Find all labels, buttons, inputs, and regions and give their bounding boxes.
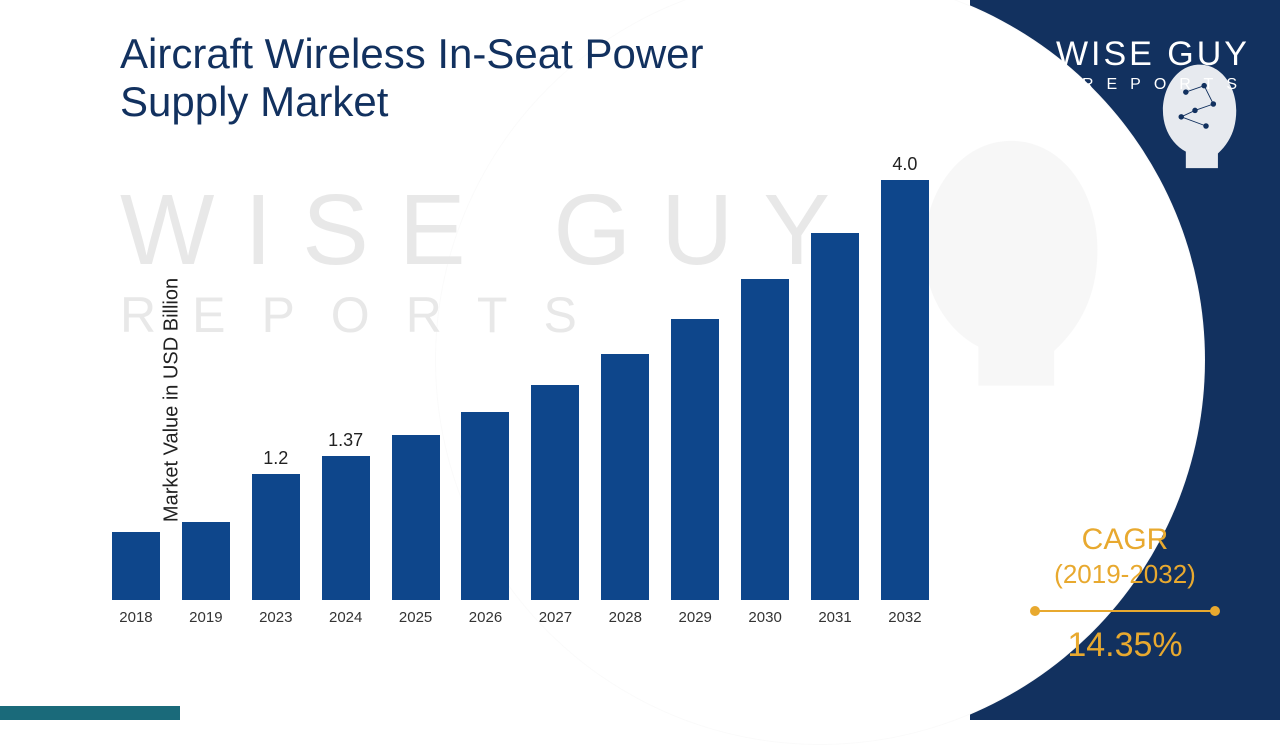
bar-category-label: 2018 [119,609,152,626]
bar-category-label: 2031 [818,609,851,626]
bar-group: 2031 [804,207,866,601]
bar [601,354,649,600]
bar-category-label: 2032 [888,609,921,626]
bar-value-label: 1.2 [263,448,288,470]
bar-category-label: 2030 [748,609,781,626]
bar-category-label: 2019 [189,609,222,626]
bar-category-label: 2024 [329,609,362,626]
bar-group: 2030 [734,253,796,600]
bar [392,435,440,600]
brand-logo: WISE GUY REPORTS [1056,35,1250,94]
bar-category-label: 2029 [679,609,712,626]
bar [671,319,719,600]
bar [741,279,789,600]
cagr-title: CAGR [1000,523,1250,557]
bar [881,180,929,600]
bottom-accent-strip [0,706,180,720]
bar-group: 4.02032 [874,154,936,600]
bar-group: 2027 [524,359,586,600]
bar-value-label: 1.37 [328,430,363,452]
bar-category-label: 2027 [539,609,572,626]
bar-group: 2028 [594,328,656,600]
bar [112,532,160,600]
bar-group: 2018 [105,506,167,600]
cagr-panel: CAGR (2019-2032) 14.35% [1000,523,1250,665]
bar [182,522,230,600]
bar [811,233,859,601]
bar-value-label: 4.0 [892,154,917,176]
bar-group: 2029 [664,293,726,600]
bar-group: 2019 [175,496,237,600]
bar-category-label: 2026 [469,609,502,626]
cagr-value: 14.35% [1000,626,1250,665]
bar-category-label: 2025 [399,609,432,626]
bar [531,385,579,600]
cagr-years: (2019-2032) [1000,559,1250,590]
bar-group: 1.372024 [315,430,377,600]
bar [461,412,509,600]
chart-title: Aircraft Wireless In-Seat Power Supply M… [120,30,760,127]
bar-chart: Market Value in USD Billion 201820191.22… [60,160,940,640]
bar-category-label: 2023 [259,609,292,626]
bar [252,474,300,600]
plot-area: 201820191.220231.37202420252026202720282… [100,160,940,600]
bar-group: 1.22023 [245,448,307,600]
bar-group: 2026 [454,386,516,600]
bar-group: 2025 [385,409,447,600]
cagr-divider [1035,610,1215,612]
logo-head-icon [1145,60,1245,170]
bar [322,456,370,600]
bar-category-label: 2028 [609,609,642,626]
